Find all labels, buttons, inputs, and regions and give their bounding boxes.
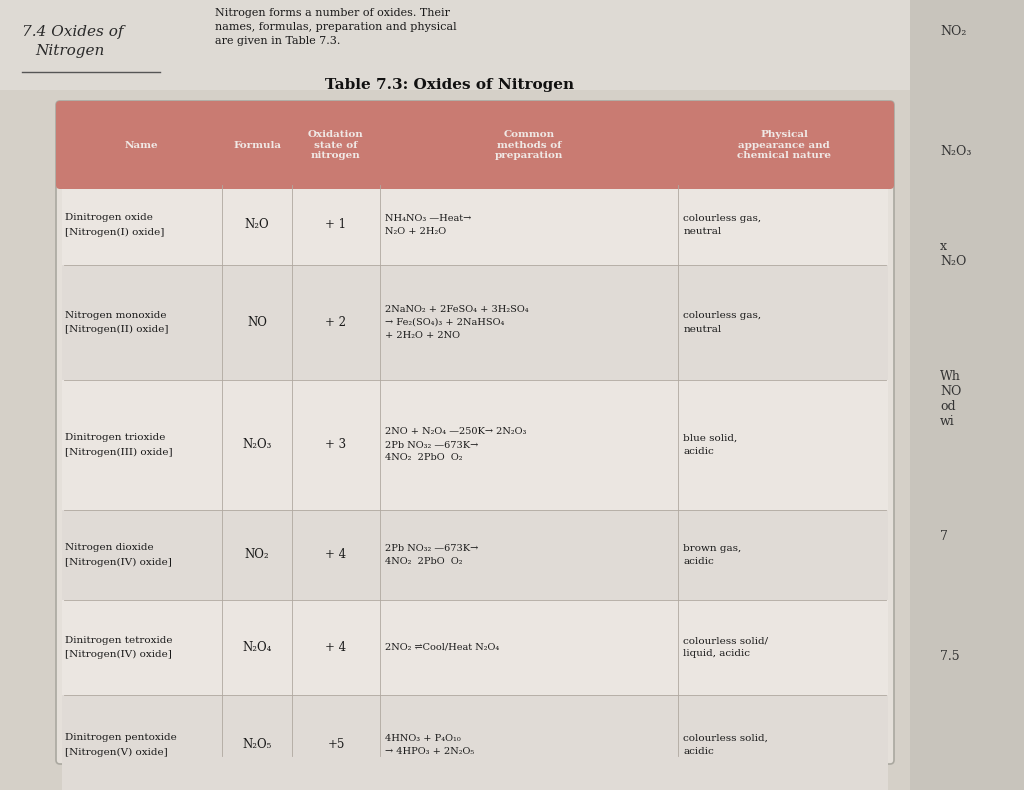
Bar [62, 600, 888, 695]
Text: [Nitrogen(I) oxide]: [Nitrogen(I) oxide] [65, 228, 165, 236]
Bar [62, 380, 888, 510]
Text: Dinitrogen trioxide: Dinitrogen trioxide [65, 434, 165, 442]
Text: brown gas,: brown gas, [683, 544, 741, 553]
Text: acidic: acidic [683, 747, 714, 756]
Text: liquid, acidic: liquid, acidic [683, 649, 751, 659]
Text: Dinitrogen pentoxide: Dinitrogen pentoxide [65, 733, 177, 743]
Text: → 4HPO₃ + 2N₂O₅: → 4HPO₃ + 2N₂O₅ [385, 747, 474, 756]
Text: 4NO₂  2PbO  O₂: 4NO₂ 2PbO O₂ [385, 557, 462, 566]
Text: + 2H₂O + 2NO: + 2H₂O + 2NO [385, 331, 460, 340]
Text: [Nitrogen(IV) oxide]: [Nitrogen(IV) oxide] [65, 558, 172, 566]
Text: Wh
NO
od
wi: Wh NO od wi [940, 370, 962, 428]
Text: [Nitrogen(V) oxide]: [Nitrogen(V) oxide] [65, 747, 168, 757]
Text: 7.4 Oxides of: 7.4 Oxides of [22, 25, 124, 39]
Text: 2NO + N₂O₄ —250K→ 2N₂O₃: 2NO + N₂O₄ —250K→ 2N₂O₃ [385, 427, 526, 437]
Text: Nitrogen dioxide: Nitrogen dioxide [65, 544, 154, 552]
Text: N₂O₄: N₂O₄ [243, 641, 271, 654]
Text: blue solid,: blue solid, [683, 434, 737, 443]
Text: colourless gas,: colourless gas, [683, 311, 762, 321]
Bar [62, 695, 888, 790]
Bar [60, 170, 890, 185]
Text: + 4: + 4 [326, 641, 346, 654]
Text: NO₂: NO₂ [940, 25, 967, 38]
Text: + 1: + 1 [326, 219, 346, 231]
Bar [0, 0, 910, 790]
Text: Nitrogen: Nitrogen [35, 44, 104, 58]
FancyBboxPatch shape [56, 101, 894, 764]
Text: Dinitrogen oxide: Dinitrogen oxide [65, 213, 153, 223]
Bar [62, 265, 888, 380]
Text: 7: 7 [940, 530, 948, 543]
FancyBboxPatch shape [56, 101, 894, 189]
Text: N₂O₃: N₂O₃ [243, 438, 271, 452]
Text: +5: +5 [328, 739, 345, 751]
Text: Dinitrogen tetroxide: Dinitrogen tetroxide [65, 636, 172, 645]
Text: Nitrogen monoxide: Nitrogen monoxide [65, 311, 167, 320]
Text: NH₄NO₃ —Heat→: NH₄NO₃ —Heat→ [385, 214, 471, 223]
Text: colourless solid,: colourless solid, [683, 734, 768, 743]
Text: 2NaNO₂ + 2FeSO₄ + 3H₂SO₄: 2NaNO₂ + 2FeSO₄ + 3H₂SO₄ [385, 305, 528, 314]
Text: Oxidation
state of
nitrogen: Oxidation state of nitrogen [308, 130, 364, 160]
Text: acidic: acidic [683, 447, 714, 456]
Text: neutral: neutral [683, 325, 722, 333]
Text: 2NO₂ ⇌Cool/Heat N₂O₄: 2NO₂ ⇌Cool/Heat N₂O₄ [385, 643, 499, 652]
Text: + 2: + 2 [326, 316, 346, 329]
Text: x
N₂O: x N₂O [940, 240, 967, 268]
Text: + 4: + 4 [326, 548, 346, 562]
Text: Nitrogen forms a number of oxides. Their: Nitrogen forms a number of oxides. Their [215, 8, 450, 18]
Text: Table 7.3: Oxides of Nitrogen: Table 7.3: Oxides of Nitrogen [326, 78, 574, 92]
Text: 4HNO₃ + P₄O₁₀: 4HNO₃ + P₄O₁₀ [385, 734, 461, 743]
Bar [0, 0, 910, 90]
Text: names, formulas, preparation and physical: names, formulas, preparation and physica… [215, 22, 457, 32]
Text: N₂O₅: N₂O₅ [243, 739, 271, 751]
Text: [Nitrogen(II) oxide]: [Nitrogen(II) oxide] [65, 325, 169, 334]
Text: 4NO₂  2PbO  O₂: 4NO₂ 2PbO O₂ [385, 453, 462, 462]
Text: N₂O + 2H₂O: N₂O + 2H₂O [385, 227, 445, 236]
Text: Formula: Formula [233, 141, 282, 149]
Text: 7.5: 7.5 [940, 650, 959, 663]
Text: Common
methods of
preparation: Common methods of preparation [495, 130, 563, 160]
Text: 2Pb NO₃₂ —673K→: 2Pb NO₃₂ —673K→ [385, 544, 478, 553]
Text: → Fe₂(SO₄)₃ + 2NaHSO₄: → Fe₂(SO₄)₃ + 2NaHSO₄ [385, 318, 504, 327]
Text: + 3: + 3 [326, 438, 346, 452]
Text: N₂O: N₂O [245, 219, 269, 231]
Text: N₂O₃: N₂O₃ [940, 145, 972, 158]
Text: [Nitrogen(IV) oxide]: [Nitrogen(IV) oxide] [65, 650, 172, 659]
Text: NO₂: NO₂ [245, 548, 269, 562]
Text: NO: NO [247, 316, 267, 329]
Bar [62, 185, 888, 265]
Text: [Nitrogen(III) oxide]: [Nitrogen(III) oxide] [65, 447, 173, 457]
Bar [62, 510, 888, 600]
Text: colourless solid/: colourless solid/ [683, 637, 768, 645]
Text: 2Pb NO₃₂ —673K→: 2Pb NO₃₂ —673K→ [385, 441, 478, 450]
Text: Name: Name [124, 141, 158, 149]
Text: neutral: neutral [683, 227, 722, 236]
Text: Physical
appearance and
chemical nature: Physical appearance and chemical nature [737, 130, 831, 160]
Text: acidic: acidic [683, 557, 714, 566]
Bar [910, 0, 1024, 790]
Text: are given in Table 7.3.: are given in Table 7.3. [215, 36, 340, 46]
Text: colourless gas,: colourless gas, [683, 214, 762, 223]
